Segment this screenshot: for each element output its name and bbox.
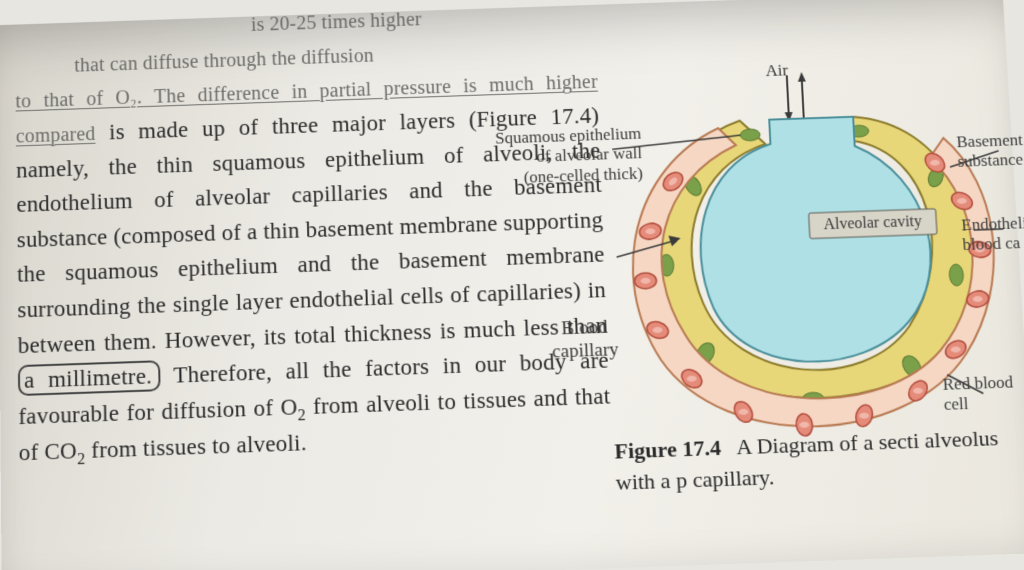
figure-caption: Figure 17.4 A Diagram of a secti alveolu… xyxy=(614,422,1019,498)
alveolus-diagram xyxy=(599,59,1014,427)
label-endothelium: Endotheli blood ca xyxy=(961,213,1024,256)
body-text: is 20-25 times higher that can diffuse t… xyxy=(15,0,613,471)
textbook-page: is 20-25 times higher that can diffuse t… xyxy=(0,0,1024,570)
figure-17-4: Air Squamous epithelium of alveolar wall… xyxy=(599,59,1014,427)
label-air: Air xyxy=(747,60,807,82)
label-basement: Basement substance xyxy=(956,130,1024,173)
label-blood-capillary: Blood capillary xyxy=(544,316,626,364)
circled-phrase: a millimetre. xyxy=(18,361,160,397)
main-paragraph-3: from tissues to alveoli. xyxy=(91,430,307,463)
label-squamous: Squamous epithelium of alveolar wall (on… xyxy=(483,124,644,189)
caption-bold: Figure 17.4 xyxy=(614,435,722,464)
clipped-line-1: is 20-25 times higher that can diffuse t… xyxy=(15,9,422,78)
label-rbc: Red blood cell xyxy=(942,371,1024,415)
